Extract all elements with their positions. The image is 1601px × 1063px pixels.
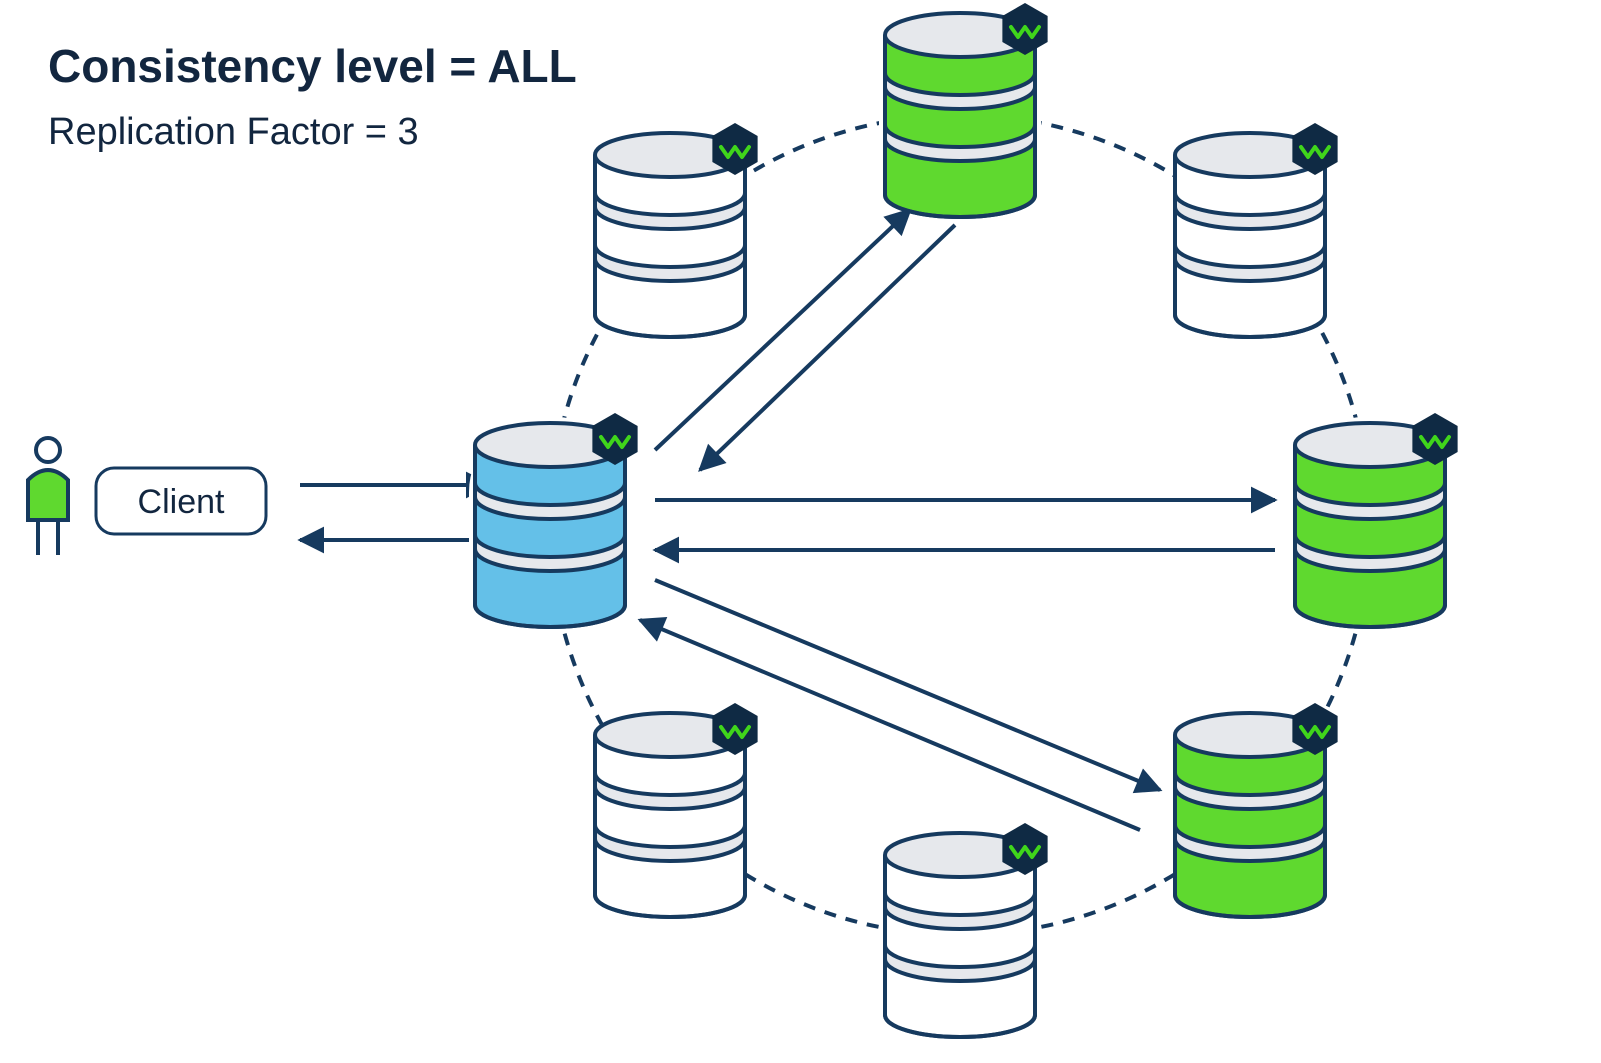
diagram-canvas: Consistency level = ALL Replication Facto… xyxy=(0,0,1601,1063)
title-line-1: Consistency level = ALL xyxy=(48,40,577,92)
db-node-n_right xyxy=(1289,413,1458,633)
db-node-n_br xyxy=(1169,703,1338,923)
db-node-n_bot xyxy=(879,823,1048,1043)
db-node-n_top xyxy=(879,3,1048,223)
db-node-n_bl xyxy=(589,703,758,923)
db-node-n_tr xyxy=(1169,123,1338,343)
title-line-2: Replication Factor = 3 xyxy=(48,111,419,153)
client-label: Client xyxy=(138,483,225,521)
db-node-n_tl xyxy=(589,123,758,343)
client-icon xyxy=(28,438,68,555)
db-node-n_left xyxy=(469,413,638,633)
